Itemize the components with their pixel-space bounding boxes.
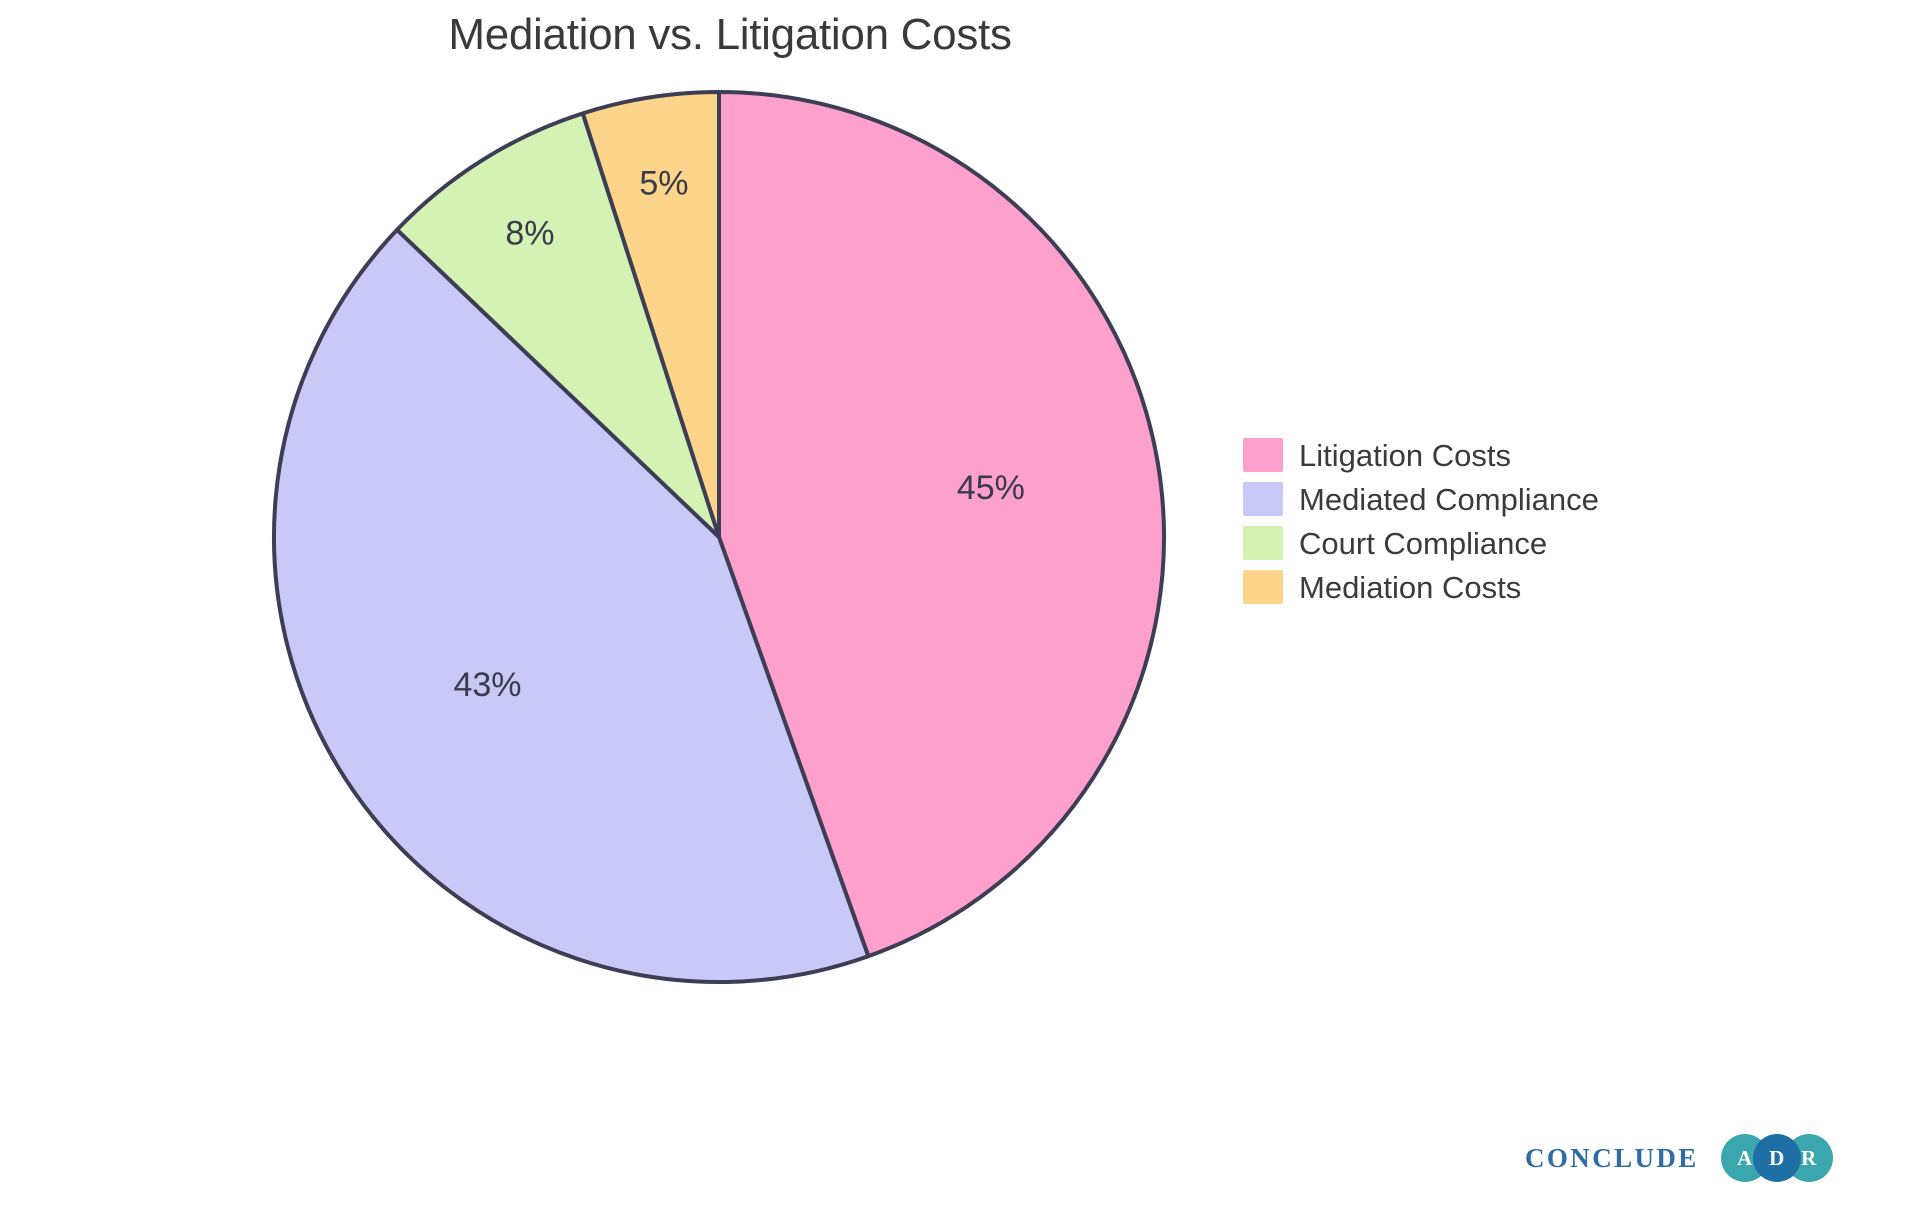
pie-slices [272,90,1166,984]
pie-slice[interactable] [272,227,871,984]
legend-label-mediation-costs: Mediation Costs [1299,569,1522,605]
legend-swatch-mediated-compliance [1243,482,1283,516]
pie-chart: 45% 43% 8% 5% [272,90,1166,984]
legend-item-litigation-costs[interactable]: Litigation Costs [1243,438,1599,472]
pie-slice-value-label: 5% [639,164,688,202]
legend-label-litigation-costs: Litigation Costs [1299,437,1511,473]
brand-circle-d: D [1752,1134,1801,1182]
pie-slice-value-label: 45% [957,469,1025,507]
legend-label-mediated-compliance: Mediated Compliance [1299,481,1599,517]
pie-slice[interactable] [395,111,721,539]
legend-label-court-compliance: Court Compliance [1299,525,1548,561]
legend-item-court-compliance[interactable]: Court Compliance [1243,526,1599,560]
legend-swatch-mediation-costs [1243,570,1283,604]
pie-slice-labels: 45% 43% 8% 5% [453,164,1024,704]
pie-chart-svg: 45% 43% 8% 5% [272,90,1166,984]
legend: Litigation Costs Mediated Compliance Cou… [1243,438,1599,604]
legend-swatch-court-compliance [1243,526,1283,560]
page-title: Mediation vs. Litigation Costs [448,10,1012,59]
brand-circle-group: A D R [1720,1134,1833,1182]
legend-item-mediation-costs[interactable]: Mediation Costs [1243,570,1599,604]
legend-item-mediated-compliance[interactable]: Mediated Compliance [1243,482,1599,516]
brand-wordmark: CONCLUDE [1525,1142,1699,1173]
legend-swatch-litigation-costs [1243,438,1283,472]
pie-slice-value-label: 8% [505,214,554,252]
pie-slice[interactable] [717,90,1166,959]
brand-logo: CONCLUDE A D R [1525,1130,1833,1186]
pie-slice-value-label: 43% [453,666,521,704]
pie-slice[interactable] [580,90,721,539]
